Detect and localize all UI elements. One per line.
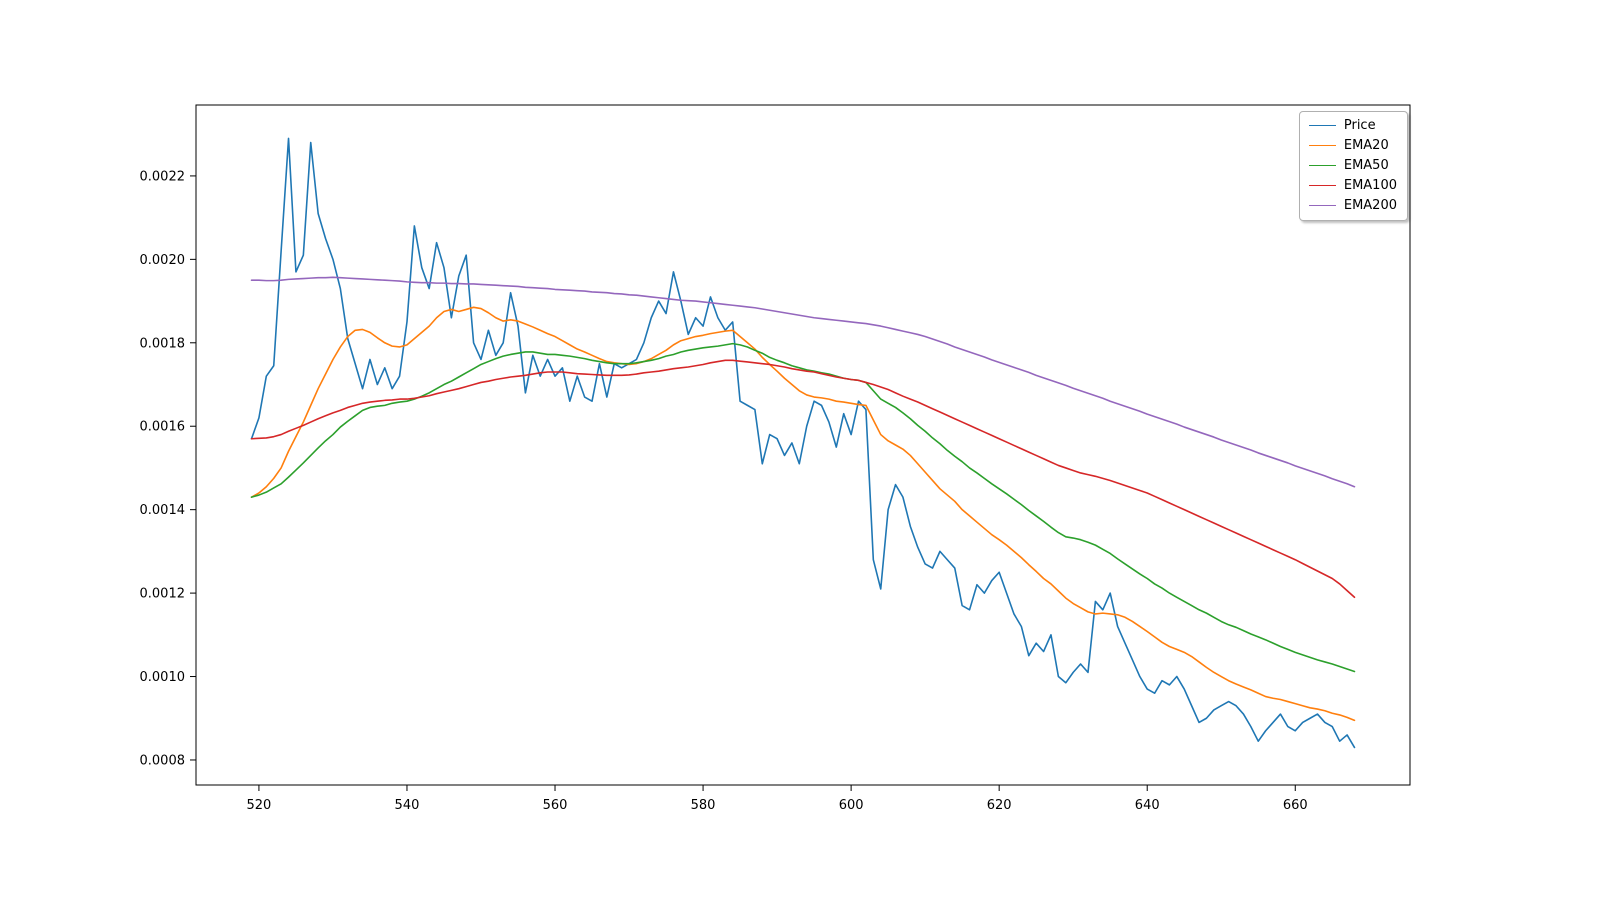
legend-item-ema50: EMA50 xyxy=(1308,158,1397,173)
legend: Price EMA20 EMA50 EMA100 EMA200 xyxy=(1298,111,1408,221)
legend-label-ema20: EMA20 xyxy=(1343,138,1389,153)
x-tick-label: 640 xyxy=(1135,798,1160,813)
x-tick-label: 520 xyxy=(247,798,272,813)
legend-item-price: Price xyxy=(1308,118,1397,133)
y-tick-label: 0.0012 xyxy=(140,587,186,602)
y-tick-label: 0.0008 xyxy=(140,753,186,768)
legend-label-ema200: EMA200 xyxy=(1343,198,1397,213)
axes-spines xyxy=(195,104,1411,786)
x-tick-label: 620 xyxy=(987,798,1012,813)
x-tick-label: 560 xyxy=(543,798,568,813)
x-tick-label: 600 xyxy=(839,798,864,813)
y-tick-label: 0.0022 xyxy=(140,169,186,184)
y-tick-label: 0.0016 xyxy=(140,420,186,435)
legend-item-ema200: EMA200 xyxy=(1308,198,1397,213)
x-tick-label: 660 xyxy=(1283,798,1308,813)
ema50-line-swatch xyxy=(1308,165,1336,166)
legend-label-price: Price xyxy=(1343,118,1376,133)
price-line-swatch xyxy=(1308,125,1336,126)
legend-item-ema100: EMA100 xyxy=(1308,178,1397,193)
x-tick-label: 540 xyxy=(395,798,420,813)
legend-label-ema50: EMA50 xyxy=(1343,158,1389,173)
series-line-ema100 xyxy=(250,359,1356,599)
series-line-price xyxy=(250,137,1356,749)
ema20-line-swatch xyxy=(1308,145,1336,146)
ema100-line-swatch xyxy=(1308,185,1336,186)
y-tick-label: 0.0010 xyxy=(140,670,186,685)
x-tick-label: 580 xyxy=(691,798,716,813)
series-line-ema20 xyxy=(250,306,1356,722)
y-tick-label: 0.0014 xyxy=(140,503,186,518)
y-tick-label: 0.0018 xyxy=(140,336,186,351)
series-line-ema50 xyxy=(250,342,1356,673)
series-line-ema200 xyxy=(250,276,1356,488)
ema200-line-swatch xyxy=(1308,205,1336,206)
legend-item-ema20: EMA20 xyxy=(1308,138,1397,153)
legend-label-ema100: EMA100 xyxy=(1343,178,1397,193)
y-tick-label: 0.0020 xyxy=(140,253,186,268)
